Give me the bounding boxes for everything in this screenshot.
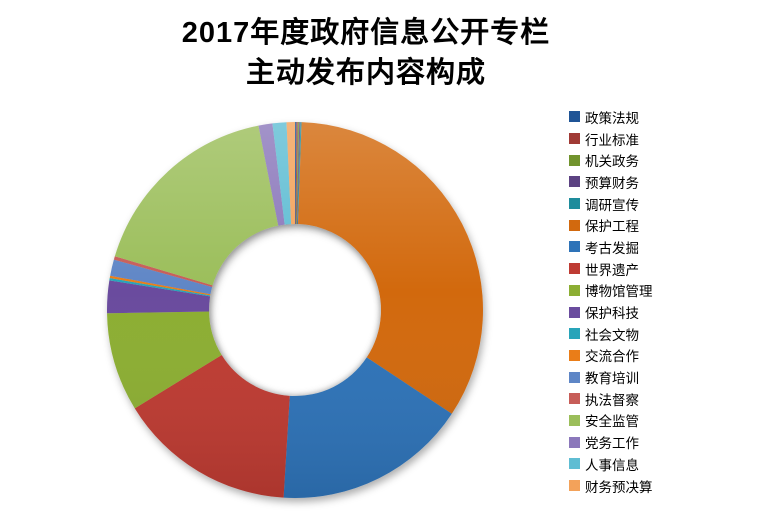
- legend-item-考古发掘: 考古发掘: [569, 236, 653, 258]
- donut-sheen-overlay: [106, 121, 484, 499]
- legend-label: 党务工作: [585, 436, 639, 452]
- legend-item-博物馆管理: 博物馆管理: [569, 280, 653, 302]
- legend-swatch: [569, 393, 580, 405]
- legend-swatch: [569, 263, 580, 275]
- legend-swatch: [569, 480, 580, 492]
- legend-label: 执法督察: [585, 392, 639, 408]
- legend-label: 保护科技: [585, 306, 639, 322]
- legend-label: 保护工程: [585, 219, 639, 235]
- legend-label: 预算财务: [585, 175, 639, 191]
- legend-label: 安全监管: [585, 414, 639, 430]
- legend-item-党务工作: 党务工作: [569, 431, 653, 453]
- legend-swatch: [569, 436, 580, 448]
- legend-swatch: [569, 198, 580, 210]
- legend-item-教育培训: 教育培训: [569, 366, 653, 388]
- legend-label: 博物馆管理: [585, 284, 653, 300]
- legend-swatch: [569, 111, 580, 123]
- legend-label: 机关政务: [585, 154, 639, 170]
- legend-item-机关政务: 机关政务: [569, 149, 653, 171]
- legend-label: 政策法规: [585, 110, 639, 126]
- legend-swatch: [569, 371, 580, 383]
- legend-item-行业标准: 行业标准: [569, 128, 653, 150]
- legend-swatch: [569, 306, 580, 318]
- legend-item-保护科技: 保护科技: [569, 301, 653, 323]
- legend-item-政策法规: 政策法规: [569, 106, 653, 128]
- legend-label: 人事信息: [585, 457, 639, 473]
- legend-swatch: [569, 219, 580, 231]
- legend-swatch: [569, 241, 580, 253]
- legend-item-社会文物: 社会文物: [569, 323, 653, 345]
- legend-label: 教育培训: [585, 371, 639, 387]
- legend-label: 考古发掘: [585, 240, 639, 256]
- legend-swatch: [569, 349, 580, 361]
- legend-item-人事信息: 人事信息: [569, 453, 653, 475]
- legend-label: 交流合作: [585, 349, 639, 365]
- chart-title-line1: 2017年度政府信息公开专栏: [181, 17, 551, 49]
- legend-item-调研宣传: 调研宣传: [569, 193, 653, 215]
- legend-swatch: [569, 458, 580, 470]
- legend-item-财务预决算: 财务预决算: [569, 475, 653, 497]
- legend-label: 调研宣传: [585, 197, 639, 213]
- legend-label: 社会文物: [585, 327, 639, 343]
- legend-item-交流合作: 交流合作: [569, 345, 653, 367]
- legend-item-保护工程: 保护工程: [569, 214, 653, 236]
- legend-swatch: [569, 133, 580, 145]
- legend-swatch: [569, 414, 580, 426]
- legend-label: 世界遗产: [585, 262, 639, 278]
- legend-swatch: [569, 328, 580, 340]
- chart-title: 2017年度政府信息公开专栏 主动发布内容构成: [0, 13, 732, 93]
- legend-item-执法督察: 执法督察: [569, 388, 653, 410]
- legend-swatch: [569, 176, 580, 188]
- chart-title-line2: 主动发布内容构成: [245, 57, 486, 89]
- legend-swatch: [569, 154, 580, 166]
- legend-swatch: [569, 284, 580, 296]
- legend-item-安全监管: 安全监管: [569, 410, 653, 432]
- legend-label: 行业标准: [585, 132, 639, 148]
- legend-item-预算财务: 预算财务: [569, 171, 653, 193]
- legend-item-世界遗产: 世界遗产: [569, 258, 653, 280]
- legend-label: 财务预决算: [585, 479, 653, 495]
- chart-legend: 政策法规行业标准机关政务预算财务调研宣传保护工程考古发掘世界遗产博物馆管理保护科…: [569, 106, 653, 496]
